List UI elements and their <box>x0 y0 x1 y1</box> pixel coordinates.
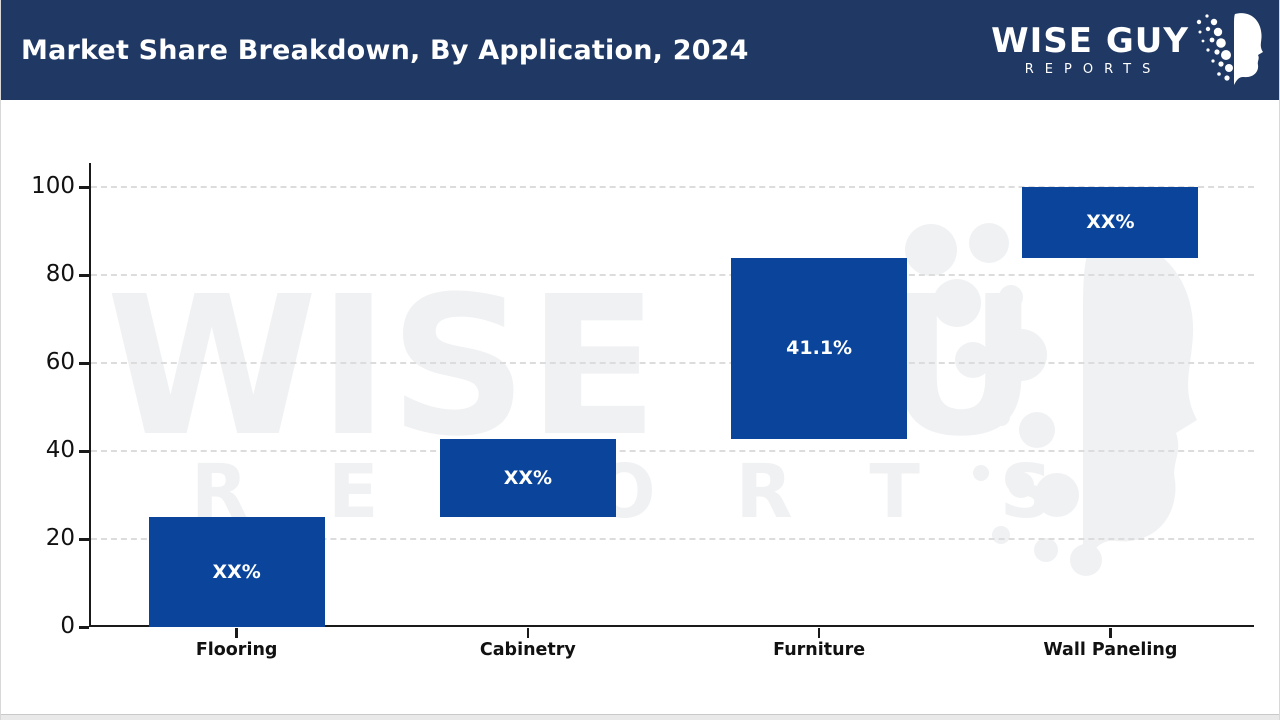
brand-subname: REPORTS <box>1024 61 1162 77</box>
brand-name: WISE GUY <box>991 20 1189 61</box>
y-tick-label-100: 100 <box>31 173 75 199</box>
y-tick-mark-80 <box>79 274 89 277</box>
header-bar: Market Share Breakdown, By Application, … <box>1 0 1279 100</box>
y-tick-mark-100 <box>79 186 89 189</box>
x-category-label-cabinetry: Cabinetry <box>479 640 576 660</box>
brand-logo-text: WISE GUY REPORTS <box>991 24 1189 77</box>
x-tick-mark-flooring <box>235 628 238 638</box>
x-tick-mark-wall-paneling <box>1109 628 1112 638</box>
x-category-label-flooring: Flooring <box>195 640 278 660</box>
y-tick-mark-40 <box>79 450 89 453</box>
plot-area: 0 20 40 60 80 100 XX% Flooring XX% Cabinetry 41.1%… <box>31 163 1254 660</box>
y-tick-label-20: 20 <box>45 525 75 551</box>
brand-face-icon <box>1196 13 1263 85</box>
y-tick-mark-0 <box>79 626 89 629</box>
bar-value-label-cabinetry: XX% <box>503 466 553 489</box>
brand-logo: WISE GUY REPORTS <box>991 8 1263 92</box>
bar-value-label-wall-paneling: XX% <box>1086 211 1135 234</box>
gridline-100 <box>91 186 1254 188</box>
x-tick-mark-furniture <box>817 628 821 638</box>
x-category-label-furniture: Furniture <box>773 640 866 660</box>
x-category-label-wall-paneling: Wall Paneling <box>1043 640 1178 660</box>
y-tick-label-80: 80 <box>45 261 75 287</box>
y-tick-mark-60 <box>79 362 89 365</box>
bar-cabinetry: XX% <box>439 438 616 517</box>
bar-furniture: 41.1% <box>731 257 908 439</box>
y-tick-mark-20 <box>79 538 89 541</box>
watermark-face-icon <box>887 223 1197 576</box>
bottom-edge-strip <box>1 714 1279 720</box>
gridline-40 <box>91 450 1254 452</box>
chart-title: Market Share Breakdown, By Application, … <box>21 34 749 66</box>
y-tick-label-60: 60 <box>45 349 75 375</box>
bar-flooring: XX% <box>148 517 325 627</box>
watermark-text-sub: REPORTS <box>191 449 1134 535</box>
y-tick-label-40: 40 <box>45 437 75 463</box>
bar-value-label-furniture: 41.1% <box>786 337 853 360</box>
bar-wall-paneling: XX% <box>1022 187 1199 258</box>
gridline-60 <box>91 362 1254 364</box>
y-tick-label-0: 0 <box>60 613 75 639</box>
x-tick-mark-cabinetry <box>526 628 530 638</box>
gridline-80 <box>91 274 1254 276</box>
gridline-20 <box>91 538 1254 540</box>
bar-value-label-flooring: XX% <box>212 561 261 583</box>
